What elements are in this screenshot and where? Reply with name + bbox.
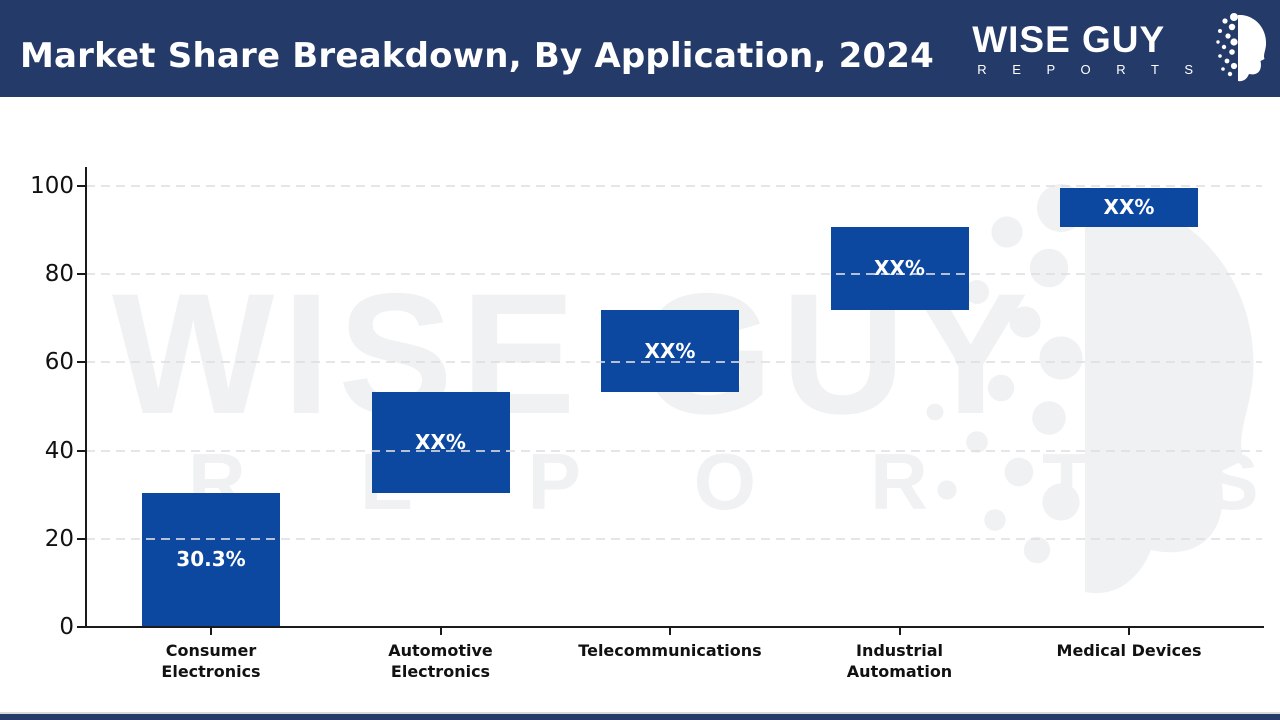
- category-label-line: Medical Devices: [1056, 641, 1202, 660]
- category-label-line: Electronics: [161, 662, 261, 681]
- bar-3: [830, 227, 969, 310]
- y-tick-label: 0: [59, 614, 74, 640]
- y-tick-label: 20: [44, 525, 74, 552]
- bar-value-label-1: XX%: [415, 430, 466, 455]
- gridline-y-100: [86, 185, 1262, 187]
- gridline-y-60: [86, 361, 1262, 364]
- y-tick-label: 100: [30, 173, 74, 199]
- category-label-0: Consumer Electronics: [91, 640, 331, 682]
- x-tick-mark: [898, 628, 901, 635]
- page-title: Market Share Breakdown, By Application, …: [20, 36, 935, 76]
- bar-value-label-2: XX%: [644, 338, 696, 363]
- y-tick-mark: [77, 537, 85, 540]
- category-label-2: Telecommunications: [550, 640, 790, 661]
- category-label-line: Industrial: [855, 641, 943, 660]
- logo-subtext: R E P O R T S: [977, 62, 1204, 77]
- logo-wordmark: WISE GUY: [972, 19, 1166, 60]
- category-label-line: Telecommunications: [578, 641, 762, 660]
- watermark-subtext: R E P O R T S: [188, 437, 1280, 526]
- category-label-line: Electronics: [390, 662, 491, 681]
- y-tick-mark: [77, 361, 85, 364]
- y-tick-label: 40: [44, 437, 74, 464]
- x-tick-mark: [439, 628, 442, 635]
- category-label-line: Consumer: [165, 641, 257, 660]
- x-tick-mark: [669, 628, 671, 635]
- logo-text: WISE GUY R E P O R T S: [972, 21, 1204, 77]
- gridline-y-80: [86, 273, 1262, 276]
- gridline-y-20: [86, 537, 1262, 540]
- bar-value-label-3: XX%: [874, 256, 925, 280]
- y-tick-label: 80: [44, 261, 74, 288]
- bar-0: [142, 493, 280, 627]
- logo-face-icon: [1216, 13, 1267, 82]
- y-tick-mark: [77, 185, 85, 187]
- x-axis-line: [85, 626, 1264, 628]
- category-label-4: Medical Devices: [1009, 640, 1249, 661]
- category-label-1: Automotive Electronics: [321, 640, 561, 682]
- category-label-line: Automotive: [388, 641, 493, 660]
- header: Market Share Breakdown, By Application, …: [0, 0, 1280, 97]
- y-tick-label: 60: [44, 349, 74, 376]
- bar-value-label-4: XX%: [1103, 194, 1155, 219]
- category-label-line: Automation: [846, 662, 953, 681]
- y-tick-mark: [77, 626, 85, 628]
- y-tick-mark: [77, 449, 85, 452]
- gridline-y-40: [86, 449, 1262, 452]
- x-tick-mark: [1128, 628, 1130, 635]
- y-tick-mark: [77, 273, 85, 276]
- wiseguy-logo: WISE GUY R E P O R T S: [972, 8, 1268, 90]
- footer-bar: [0, 714, 1280, 720]
- bar-1: [371, 392, 510, 494]
- footer-divider: [0, 712, 1280, 714]
- y-axis-line: [85, 167, 87, 628]
- x-tick-mark: [210, 628, 212, 635]
- bar-2: [601, 309, 739, 393]
- category-label-3: Industrial Automation: [780, 640, 1020, 682]
- bar-value-label-0: 30.3%: [176, 547, 246, 572]
